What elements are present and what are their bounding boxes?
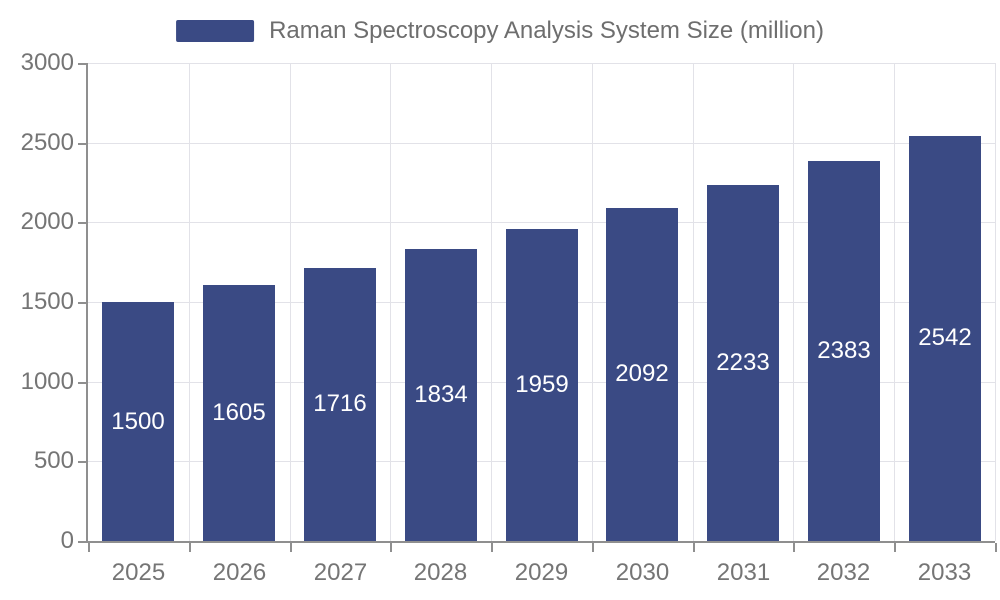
y-axis-line — [86, 63, 88, 543]
y-tick-label: 1000 — [20, 368, 74, 395]
y-tick-label: 2500 — [20, 129, 74, 156]
x-tick-mark — [793, 543, 795, 552]
x-axis-label: 2033 — [917, 559, 972, 586]
x-axis-label: 2027 — [313, 559, 368, 586]
y-tick-mark — [78, 222, 88, 224]
h-gridline — [88, 143, 995, 144]
x-tick-mark — [592, 543, 594, 552]
x-axis-label: 2031 — [716, 559, 771, 586]
v-gridline — [189, 63, 190, 541]
bar[interactable] — [304, 268, 376, 541]
x-tick-mark — [189, 543, 191, 552]
legend-item[interactable]: Raman Spectroscopy Analysis System Size … — [176, 17, 824, 45]
v-gridline — [693, 63, 694, 541]
bar[interactable] — [808, 161, 880, 541]
bar[interactable] — [909, 136, 981, 541]
legend-label: Raman Spectroscopy Analysis System Size … — [269, 17, 824, 44]
bar[interactable] — [203, 285, 275, 541]
bar-value-label: 1716 — [313, 390, 367, 417]
x-axis-label: 2026 — [212, 559, 267, 586]
bar[interactable] — [506, 229, 578, 541]
y-tick-label: 0 — [60, 527, 74, 554]
x-axis-label: 2030 — [615, 559, 670, 586]
h-gridline — [88, 63, 995, 64]
x-axis-label: 2025 — [111, 559, 166, 586]
x-axis-label: 2029 — [514, 559, 569, 586]
bar-value-label: 2233 — [716, 349, 770, 376]
y-tick-mark — [78, 143, 88, 145]
x-tick-mark — [88, 543, 90, 552]
bar[interactable] — [707, 185, 779, 541]
y-tick-label: 500 — [33, 447, 74, 474]
x-tick-mark — [491, 543, 493, 552]
x-tick-mark — [995, 543, 997, 552]
bar-value-label: 1500 — [111, 408, 165, 435]
y-tick-label: 1500 — [20, 288, 74, 315]
bar[interactable] — [102, 302, 174, 541]
v-gridline — [995, 63, 996, 541]
x-axis-line — [86, 541, 995, 543]
x-axis-label: 2028 — [413, 559, 468, 586]
v-gridline — [390, 63, 391, 541]
h-gridline — [88, 222, 995, 223]
y-tick-mark — [78, 302, 88, 304]
v-gridline — [290, 63, 291, 541]
bar-value-label: 1605 — [212, 399, 266, 426]
x-tick-mark — [693, 543, 695, 552]
y-tick-mark — [78, 382, 88, 384]
v-gridline — [894, 63, 895, 541]
v-gridline — [491, 63, 492, 541]
bar[interactable] — [405, 249, 477, 541]
y-tick-label: 3000 — [20, 49, 74, 76]
y-tick-mark — [78, 541, 88, 543]
bar-value-label: 2542 — [918, 324, 972, 351]
bar[interactable] — [606, 208, 678, 541]
legend-swatch — [176, 20, 255, 42]
x-tick-mark — [390, 543, 392, 552]
y-tick-label: 2000 — [20, 208, 74, 235]
x-tick-mark — [290, 543, 292, 552]
v-gridline — [592, 63, 593, 541]
bar-value-label: 1834 — [414, 381, 468, 408]
y-tick-mark — [78, 461, 88, 463]
x-axis-label: 2032 — [816, 559, 871, 586]
bar-value-label: 1959 — [515, 371, 569, 398]
x-tick-mark — [894, 543, 896, 552]
v-gridline — [793, 63, 794, 541]
y-tick-mark — [78, 63, 88, 65]
bar-value-label: 2092 — [615, 360, 669, 387]
bar-value-label: 2383 — [817, 337, 871, 364]
